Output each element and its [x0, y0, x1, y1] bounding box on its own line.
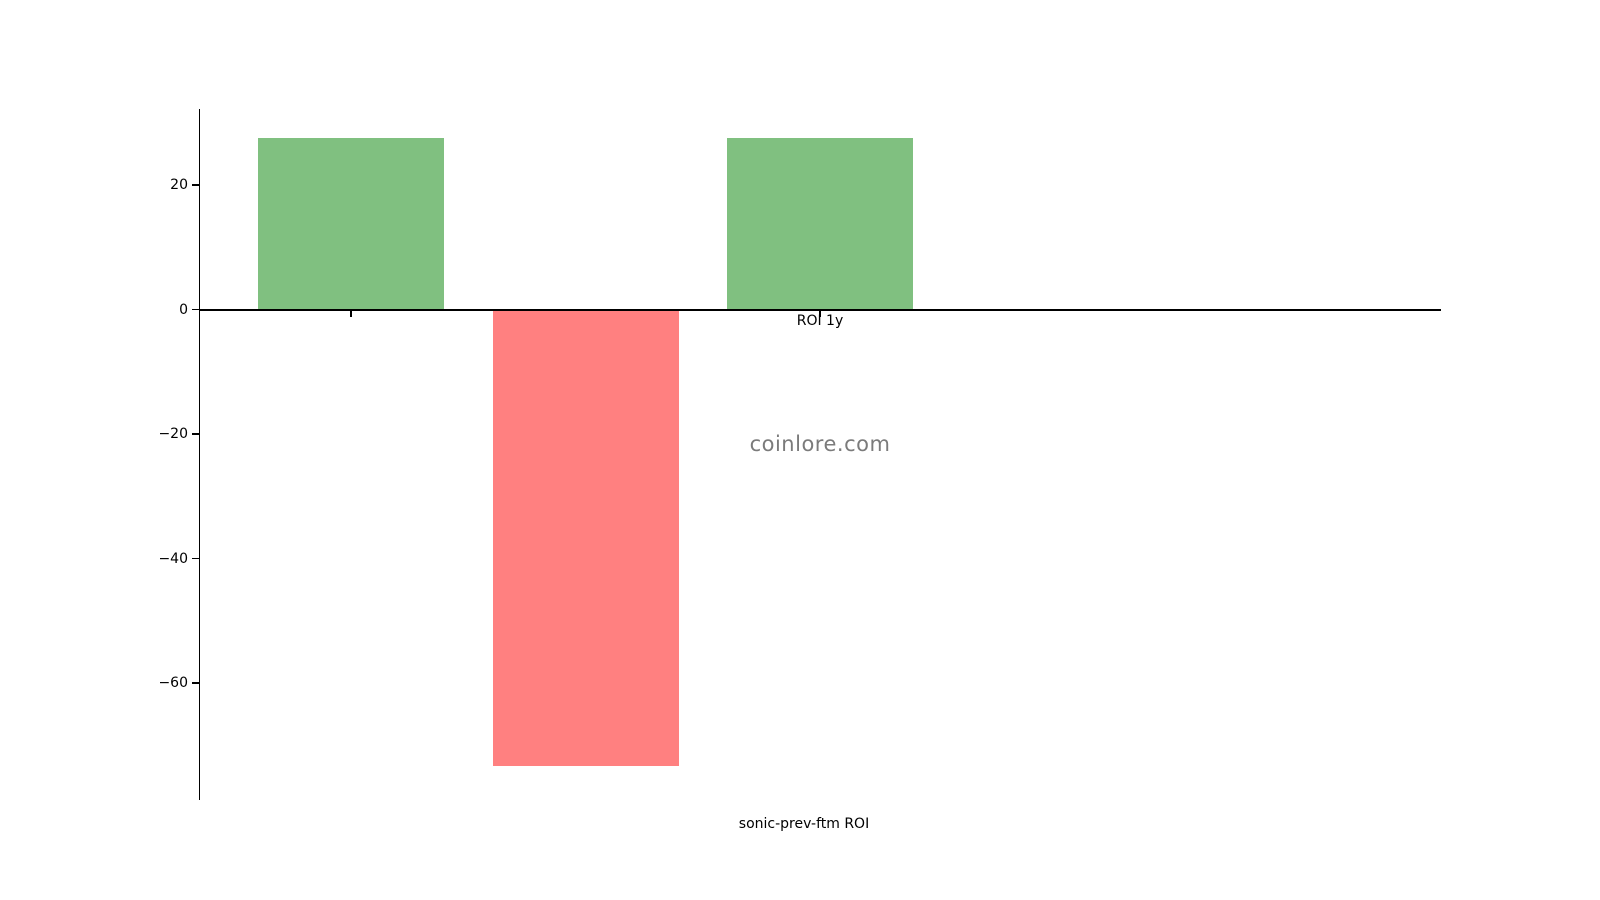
y-tick-label-4: −40 — [158, 550, 188, 567]
y-tick-label-1: 20 — [170, 177, 188, 193]
x-tick-mark-1 — [350, 309, 352, 317]
x-tick-label-3: ROI 1y — [796, 312, 844, 329]
y-tick-label-2: 0 — [179, 301, 188, 318]
y-tick-mark-1 — [191, 184, 199, 186]
y-tick-label-3: −20 — [158, 426, 188, 442]
y-axis-line — [198, 109, 200, 800]
y-tick-mark-4 — [191, 557, 199, 560]
y-tick-mark-2 — [191, 308, 199, 311]
y-tick-label-5: −60 — [158, 675, 188, 691]
bar-1 — [258, 138, 444, 310]
y-tick-mark-5 — [191, 682, 199, 684]
y-tick-mark-3 — [191, 433, 199, 435]
bar-3 — [727, 138, 913, 310]
x-tick-mark-3 — [819, 309, 821, 317]
bar-2 — [493, 309, 679, 767]
watermark-text: coinlore.com — [749, 432, 891, 456]
x-axis-title: sonic-prev-ftm ROI — [738, 816, 870, 832]
x-axis-zero-line — [198, 309, 1441, 311]
